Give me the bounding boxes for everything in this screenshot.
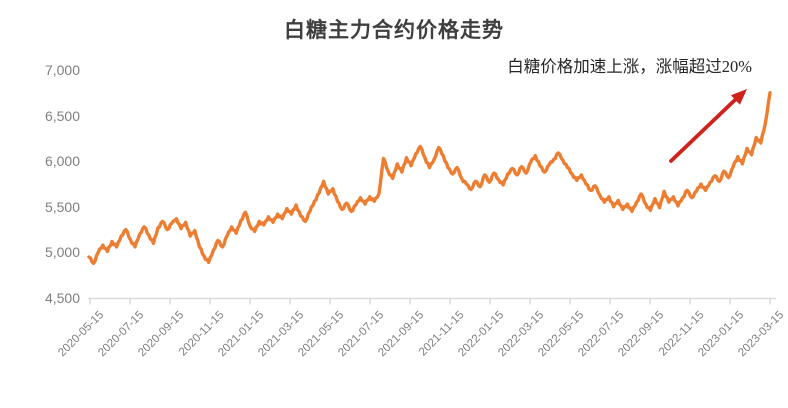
y-tick-label: 5,000 — [44, 244, 80, 261]
y-tick-label: 6,000 — [44, 153, 80, 170]
up-trend-arrow-head-icon — [730, 89, 747, 105]
y-tick-label: 4,500 — [44, 290, 80, 306]
chart-title: 白糖主力合约价格走势 — [284, 19, 504, 42]
up-trend-arrow-shaft — [669, 96, 739, 163]
price-line — [87, 91, 772, 265]
y-tick-label: 6,500 — [44, 107, 80, 124]
annotation-text: 白糖价格加速上涨，涨幅超过20% — [507, 57, 752, 76]
y-tick-label: 5,500 — [44, 198, 80, 215]
y-tick-label: 7,000 — [44, 62, 80, 78]
